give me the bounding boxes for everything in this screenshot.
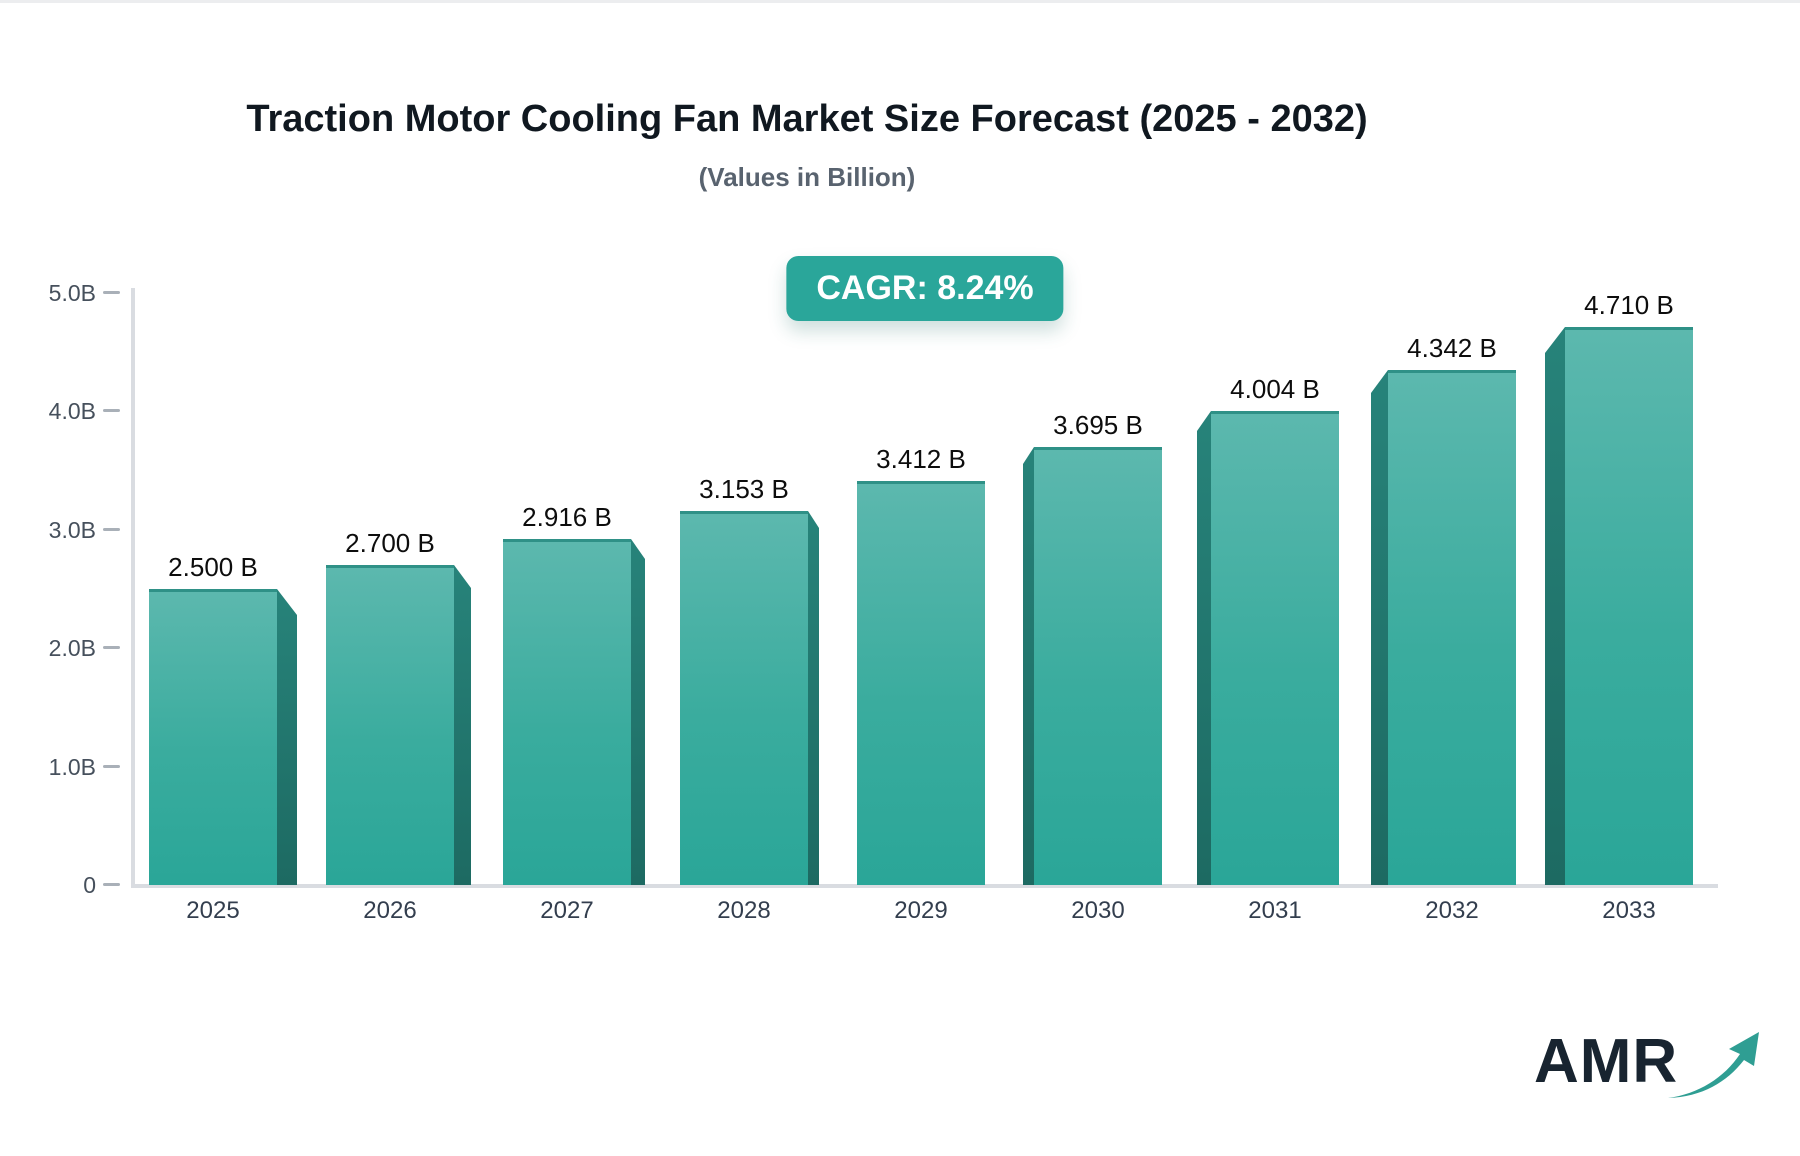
y-tick-label: 4.0B xyxy=(48,398,96,424)
page-title: Traction Motor Cooling Fan Market Size F… xyxy=(246,98,1368,140)
x-axis-label-2030: 2030 xyxy=(1071,897,1125,924)
bar-2027 xyxy=(503,539,631,885)
bar-2032 xyxy=(1388,370,1516,885)
bar-2028 xyxy=(680,511,808,885)
bar-side-panel xyxy=(277,589,297,885)
window-top-border xyxy=(0,0,1800,3)
y-tick-mark xyxy=(103,764,120,768)
bar-2025 xyxy=(149,589,277,885)
bar-value-label: 2.700 B xyxy=(345,528,435,558)
bar-side-panel xyxy=(454,565,471,885)
y-tick-mark xyxy=(103,646,120,649)
bar-2030 xyxy=(1034,447,1162,885)
y-tick-label: 5.0B xyxy=(48,279,96,306)
bar-2031 xyxy=(1211,411,1339,885)
x-axis-label-2033: 2033 xyxy=(1602,897,1656,924)
bar-value-label: 2.916 B xyxy=(522,502,612,532)
y-tick-mark xyxy=(103,409,120,412)
x-axis-label-2027: 2027 xyxy=(540,897,594,924)
bar-side-panel xyxy=(1371,370,1388,885)
x-axis-label-2026: 2026 xyxy=(363,897,417,924)
y-tick-mark xyxy=(103,883,120,886)
page-subtitle: (Values in Billion) xyxy=(698,162,916,192)
bar-2026 xyxy=(326,565,454,885)
y-tick-label: 1.0B xyxy=(48,753,96,780)
y-tick-mark xyxy=(103,290,120,294)
bar-value-label: 3.412 B xyxy=(876,444,966,474)
x-axis-line xyxy=(131,884,1718,888)
y-tick-label: 0 xyxy=(83,872,96,898)
bar-side-panel xyxy=(1197,411,1211,885)
bar-value-label: 4.710 B xyxy=(1584,290,1674,320)
brand-logo-text: AMR xyxy=(1534,1027,1679,1096)
bar-2029 xyxy=(857,481,985,885)
bar-value-label: 3.695 B xyxy=(1053,410,1143,440)
y-tick-label: 3.0B xyxy=(48,516,96,543)
y-tick-mark xyxy=(103,527,120,531)
bar-side-panel xyxy=(631,539,645,885)
x-axis-label-2031: 2031 xyxy=(1248,897,1302,924)
bar-side-panel xyxy=(1023,447,1034,885)
bar-value-label: 2.500 B xyxy=(168,552,258,582)
cagr-badge: CAGR: 8.24% xyxy=(786,256,1064,321)
bar-value-label: 3.153 B xyxy=(699,474,789,504)
x-axis-label-2028: 2028 xyxy=(717,897,771,924)
y-axis-line xyxy=(131,288,135,888)
y-tick-label: 2.0B xyxy=(48,635,96,661)
bar-side-panel xyxy=(808,511,819,885)
bar-2033 xyxy=(1565,327,1693,885)
x-axis-label-2025: 2025 xyxy=(186,897,240,924)
growth-arrow-icon xyxy=(1664,1028,1764,1111)
bar-side-panel xyxy=(1545,327,1565,885)
x-axis-label-2032: 2032 xyxy=(1425,897,1479,924)
bar-value-label: 4.004 B xyxy=(1230,374,1320,404)
bar-value-label: 4.342 B xyxy=(1407,333,1497,363)
brand-logo: AMR xyxy=(1534,1027,1764,1111)
x-axis-label-2029: 2029 xyxy=(894,897,948,924)
